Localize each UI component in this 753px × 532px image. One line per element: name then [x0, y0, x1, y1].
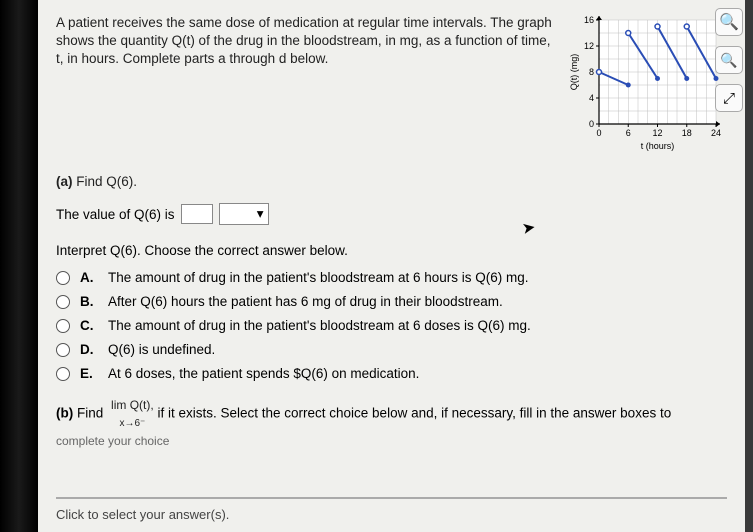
svg-text:8: 8 [589, 67, 594, 77]
option-radio-b[interactable] [56, 295, 70, 309]
part-b-before: Find [77, 405, 103, 420]
window-left-edge [0, 0, 38, 532]
option-row: B. After Q(6) hours the patient has 6 mg … [56, 294, 727, 309]
limit-expression: lim Q(t), x→6⁻ [111, 397, 154, 431]
part-b-cutoff: complete your choice [56, 433, 727, 450]
options-list: A. The amount of drug in the patient's bl… [56, 270, 727, 381]
option-radio-a[interactable] [56, 271, 70, 285]
option-radio-e[interactable] [56, 367, 70, 381]
svg-text:18: 18 [682, 128, 692, 138]
option-text: The amount of drug in the patient's bloo… [108, 270, 529, 285]
interpret-label: Interpret Q(6). Choose the correct answe… [56, 243, 727, 258]
zoom-out-button[interactable]: 🔍 [715, 46, 743, 74]
zoom-out-icon: 🔍 [720, 52, 737, 69]
part-a-text: Find Q(6). [76, 174, 137, 189]
option-text: Q(6) is undefined. [108, 342, 215, 357]
svg-text:16: 16 [584, 15, 594, 25]
part-a-answer-row: The value of Q(6) is ▾ [56, 203, 727, 225]
limit-top: lim Q(t), [111, 398, 154, 412]
svg-text:t (hours): t (hours) [641, 141, 675, 151]
svg-text:0: 0 [589, 119, 594, 129]
option-row: A. The amount of drug in the patient's bl… [56, 270, 727, 285]
part-b-after: if it exists. Select the correct choice … [157, 405, 671, 420]
limit-bottom: x→6⁻ [119, 418, 145, 429]
expand-button[interactable]: ⤢ [715, 84, 743, 112]
option-radio-c[interactable] [56, 319, 70, 333]
drug-quantity-chart: 0 6 12 18 24 0 4 8 12 16 t (hours) Q(t) (mg) [567, 14, 722, 152]
option-letter: A. [80, 270, 98, 285]
option-letter: B. [80, 294, 98, 309]
part-a-question: (a) Find Q(6). [56, 174, 727, 189]
option-row: E. At 6 doses, the patient spends $Q(6) o… [56, 366, 727, 381]
option-text: At 6 doses, the patient spends $Q(6) on … [108, 366, 419, 381]
q6-units-dropdown[interactable]: ▾ [219, 203, 269, 225]
option-row: D. Q(6) is undefined. [56, 342, 727, 357]
problem-statement: A patient receives the same dose of medi… [56, 14, 553, 69]
option-text: The amount of drug in the patient's bloo… [108, 318, 531, 333]
q6-value-input[interactable] [181, 204, 213, 224]
svg-text:0: 0 [596, 128, 601, 138]
answer-prefix: The value of Q(6) is [56, 207, 175, 222]
option-letter: C. [80, 318, 98, 333]
chart-container: 0 6 12 18 24 0 4 8 12 16 t (hours) Q(t) (mg) [567, 14, 727, 152]
footer-hint: Click to select your answer(s). [56, 497, 727, 522]
option-letter: D. [80, 342, 98, 357]
chevron-down-icon: ▾ [257, 206, 264, 222]
option-radio-d[interactable] [56, 343, 70, 357]
option-row: C. The amount of drug in the patient's bl… [56, 318, 727, 333]
svg-text:12: 12 [652, 128, 662, 138]
zoom-in-button[interactable]: 🔍 [715, 8, 743, 36]
svg-text:4: 4 [589, 93, 594, 103]
part-b-label: (b) [56, 405, 73, 420]
option-letter: E. [80, 366, 98, 381]
svg-text:12: 12 [584, 41, 594, 51]
part-a-label: (a) [56, 174, 73, 189]
svg-text:24: 24 [711, 128, 721, 138]
svg-text:Q(t) (mg): Q(t) (mg) [569, 54, 579, 91]
expand-icon: ⤢ [723, 90, 735, 107]
question-panel: A patient receives the same dose of medi… [38, 0, 745, 532]
option-text: After Q(6) hours the patient has 6 mg of… [108, 294, 503, 309]
svg-text:6: 6 [626, 128, 631, 138]
part-b-question: (b) Find lim Q(t), x→6⁻ if it exists. Se… [56, 397, 727, 450]
zoom-in-icon: 🔍 [719, 12, 739, 32]
right-toolbar: 🔍 🔍 ⤢ [715, 8, 743, 112]
